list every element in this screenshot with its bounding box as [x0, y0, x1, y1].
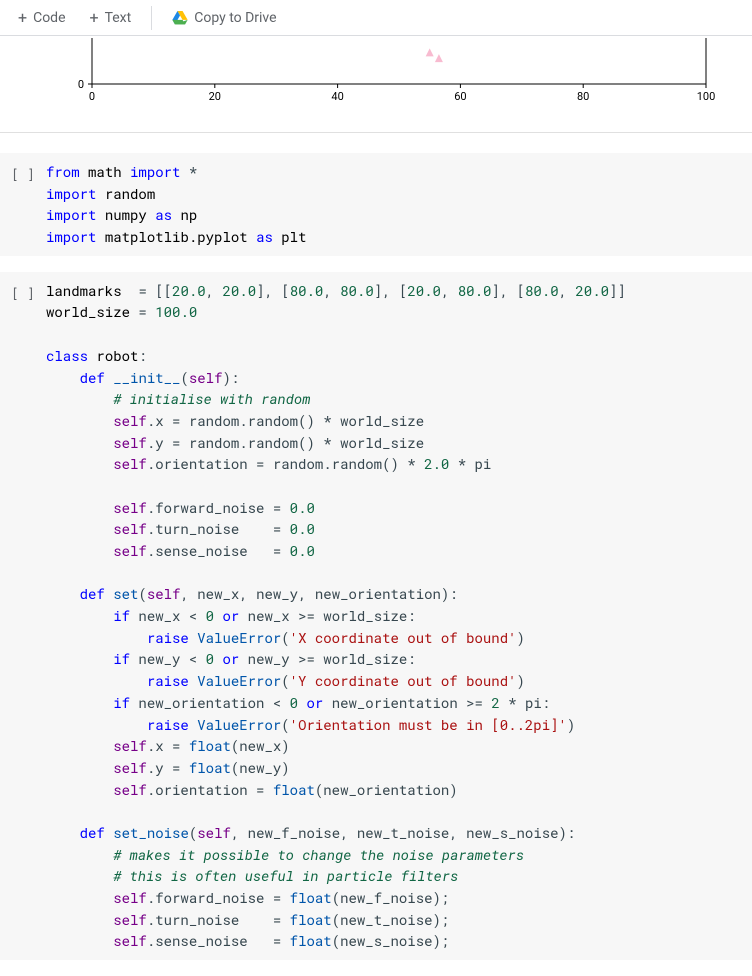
svg-text:20: 20 [209, 90, 221, 103]
add-code-button[interactable]: + Code [8, 6, 76, 30]
add-text-button[interactable]: + Text [80, 6, 142, 30]
cell-execution-indicator[interactable]: [ ] [0, 161, 46, 248]
svg-text:100: 100 [697, 90, 716, 103]
chart-container: 0 20 40 60 80 100 0 [46, 36, 736, 116]
code-content[interactable]: from math import * import random import … [46, 161, 752, 248]
cell-execution-indicator[interactable]: [ ] [0, 280, 46, 952]
svg-text:0: 0 [78, 78, 84, 91]
code-content[interactable]: landmarks = [[20.0, 20.0], [80.0, 80.0],… [46, 280, 752, 952]
svg-text:40: 40 [331, 90, 343, 103]
toolbar-divider [151, 6, 152, 30]
copy-to-drive-button[interactable]: Copy to Drive [162, 6, 286, 30]
svg-text:80: 80 [577, 90, 589, 103]
code-cell[interactable]: [ ]from math import * import random impo… [0, 153, 752, 256]
notebook-area: 0 20 40 60 80 100 0 [ ]from math import * impo… [0, 36, 752, 960]
svg-text:0: 0 [89, 90, 95, 103]
svg-text:60: 60 [454, 90, 466, 103]
code-cell[interactable]: [ ]landmarks = [[20.0, 20.0], [80.0, 80.… [0, 272, 752, 960]
plus-icon: + [18, 10, 27, 26]
add-text-label: Text [105, 10, 132, 26]
toolbar: + Code + Text Copy to Drive [0, 0, 752, 36]
chart-output-cell: 0 20 40 60 80 100 0 [0, 36, 752, 133]
chart-svg: 0 20 40 60 80 100 0 [56, 36, 716, 106]
copy-to-drive-label: Copy to Drive [194, 10, 276, 26]
add-code-label: Code [33, 10, 65, 26]
plus-icon: + [90, 10, 99, 26]
drive-icon [172, 11, 188, 25]
